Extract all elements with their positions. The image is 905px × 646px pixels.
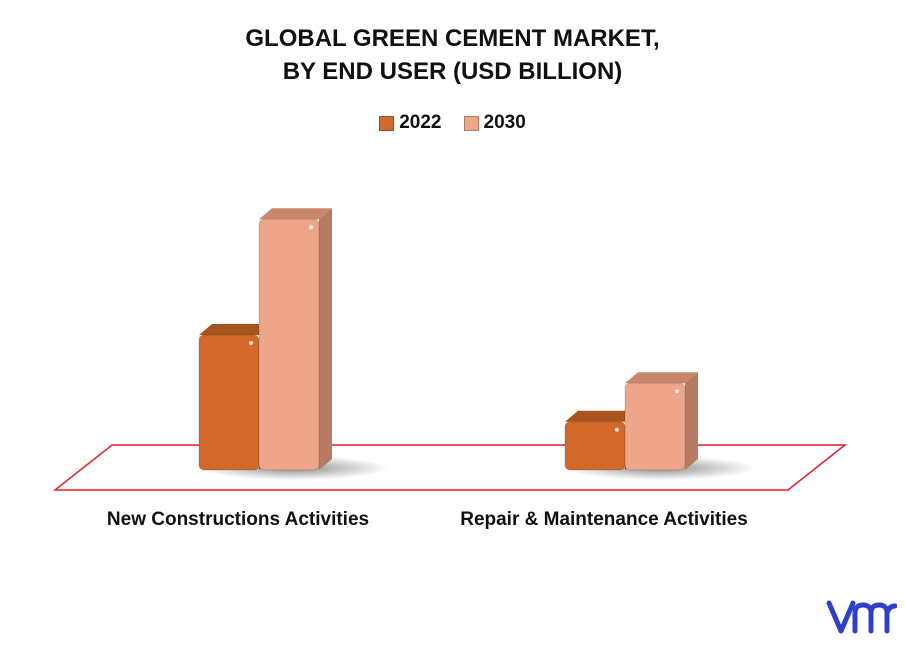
legend-label-2030: 2030	[483, 112, 526, 133]
category-label-repair-maintenance: Repair & Maintenance Activities	[460, 509, 748, 530]
bar-2030-0	[258, 208, 332, 471]
bar-2030-1	[624, 372, 698, 471]
vmr-logo-icon	[825, 597, 898, 642]
legend-item-2030: 2030	[463, 112, 526, 134]
chart-title-line1: GLOBAL GREEN CEMENT MARKET,	[245, 25, 660, 52]
legend-item-2022: 2022	[379, 112, 442, 134]
chart-title: GLOBAL GREEN CEMENT MARKET, BY END USER …	[0, 22, 905, 88]
legend-swatch-2030	[463, 115, 479, 131]
legend-label-2022: 2022	[399, 112, 442, 133]
chart-title-line2: BY END USER (USD BILLION)	[282, 58, 623, 85]
legend-swatch-2022	[379, 115, 395, 131]
category-label-new-constructions: New Constructions Activities	[107, 509, 369, 530]
chart-legend: 2022 2030	[0, 112, 905, 134]
bars-group	[198, 208, 755, 480]
